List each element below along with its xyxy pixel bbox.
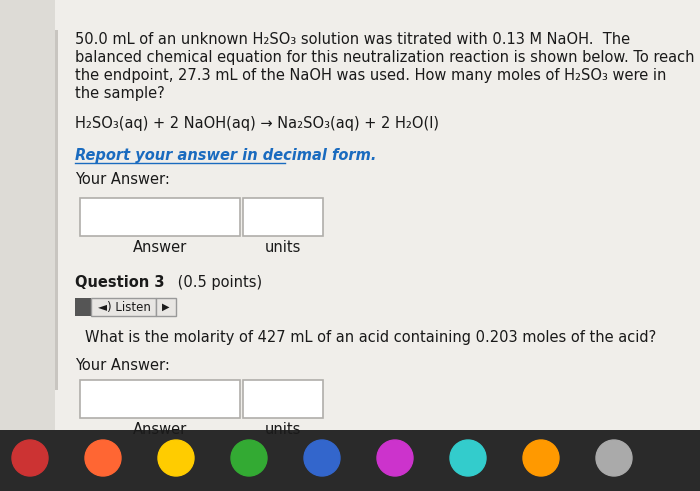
- FancyBboxPatch shape: [0, 430, 700, 491]
- FancyBboxPatch shape: [80, 380, 240, 418]
- Circle shape: [304, 440, 340, 476]
- Text: What is the molarity of 427 mL of an acid containing 0.203 moles of the acid?: What is the molarity of 427 mL of an aci…: [85, 330, 657, 345]
- Circle shape: [12, 440, 48, 476]
- Text: H₂SO₃(aq) + 2 NaOH(aq) → Na₂SO₃(aq) + 2 H₂O(l): H₂SO₃(aq) + 2 NaOH(aq) → Na₂SO₃(aq) + 2 …: [75, 116, 439, 131]
- FancyBboxPatch shape: [0, 0, 55, 491]
- Text: Report your answer in decimal form.: Report your answer in decimal form.: [75, 148, 377, 163]
- Text: Answer: Answer: [133, 422, 187, 437]
- FancyBboxPatch shape: [91, 298, 156, 316]
- FancyBboxPatch shape: [55, 30, 58, 390]
- Text: Your Answer:: Your Answer:: [75, 172, 170, 187]
- Circle shape: [85, 440, 121, 476]
- Text: Your Answer:: Your Answer:: [75, 358, 170, 373]
- FancyBboxPatch shape: [243, 198, 323, 236]
- FancyBboxPatch shape: [156, 298, 176, 316]
- Circle shape: [377, 440, 413, 476]
- FancyBboxPatch shape: [55, 0, 700, 430]
- FancyBboxPatch shape: [243, 380, 323, 418]
- Text: the sample?: the sample?: [75, 86, 164, 101]
- FancyBboxPatch shape: [75, 298, 91, 316]
- Text: (0.5 points): (0.5 points): [173, 275, 262, 290]
- FancyBboxPatch shape: [80, 198, 240, 236]
- Text: ▶: ▶: [162, 302, 169, 312]
- Text: the endpoint, 27.3 mL of the NaOH was used. How many moles of H₂SO₃ were in: the endpoint, 27.3 mL of the NaOH was us…: [75, 68, 666, 83]
- Circle shape: [523, 440, 559, 476]
- Text: ◄) Listen: ◄) Listen: [97, 300, 150, 313]
- Circle shape: [158, 440, 194, 476]
- Text: units: units: [265, 422, 301, 437]
- Text: Question 3: Question 3: [75, 275, 164, 290]
- Text: units: units: [265, 240, 301, 255]
- Text: balanced chemical equation for this neutralization reaction is shown below. To r: balanced chemical equation for this neut…: [75, 50, 694, 65]
- Circle shape: [596, 440, 632, 476]
- Text: Answer: Answer: [133, 240, 187, 255]
- Circle shape: [231, 440, 267, 476]
- Circle shape: [450, 440, 486, 476]
- Text: 50.0 mL of an unknown H₂SO₃ solution was titrated with 0.13 M NaOH.  The: 50.0 mL of an unknown H₂SO₃ solution was…: [75, 32, 630, 47]
